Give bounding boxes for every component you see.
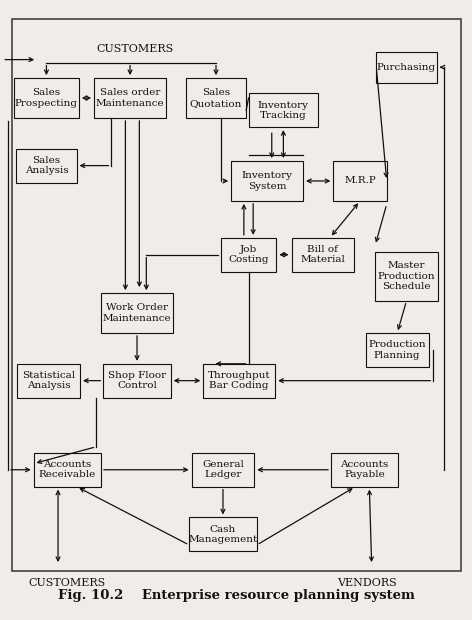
Bar	[231, 161, 303, 201]
Text: General
Ledger: General Ledger	[202, 460, 244, 479]
Bar	[101, 293, 173, 333]
Bar	[34, 453, 101, 487]
Text: Throughput
Bar Coding: Throughput Bar Coding	[208, 371, 270, 391]
Text: Inventory
Tracking: Inventory Tracking	[258, 100, 309, 120]
Bar	[376, 52, 437, 82]
Text: Job
Costing: Job Costing	[228, 245, 269, 264]
Text: CUSTOMERS: CUSTOMERS	[29, 578, 106, 588]
Bar	[220, 238, 277, 272]
Text: Purchasing: Purchasing	[377, 63, 436, 72]
Text: Sales
Prospecting: Sales Prospecting	[15, 88, 78, 108]
Bar	[16, 149, 76, 182]
Bar	[189, 517, 257, 551]
Bar	[333, 161, 387, 201]
Text: Sales
Quotation: Sales Quotation	[190, 88, 242, 108]
Text: Work Order
Maintenance: Work Order Maintenance	[103, 303, 171, 323]
Text: Statistical
Analysis: Statistical Analysis	[22, 371, 76, 391]
Bar	[94, 78, 166, 118]
Bar	[186, 78, 246, 118]
Text: Cash
Management: Cash Management	[188, 525, 258, 544]
Text: Master
Production
Schedule: Master Production Schedule	[378, 261, 435, 291]
Text: Shop Floor
Control: Shop Floor Control	[108, 371, 166, 391]
Text: Sales
Analysis: Sales Analysis	[25, 156, 68, 175]
Bar	[203, 364, 275, 397]
Text: Bill of
Material: Bill of Material	[301, 245, 346, 264]
Bar	[249, 94, 318, 127]
Text: Sales order
Maintenance: Sales order Maintenance	[96, 88, 164, 108]
Text: Inventory
System: Inventory System	[242, 171, 293, 191]
Bar	[192, 453, 254, 487]
Bar	[331, 453, 398, 487]
Bar	[14, 78, 79, 118]
Text: Accounts
Receivable: Accounts Receivable	[39, 460, 96, 479]
Bar	[17, 364, 80, 397]
Text: CUSTOMERS: CUSTOMERS	[96, 44, 173, 54]
Text: M.R.P: M.R.P	[344, 177, 376, 185]
Bar	[292, 238, 354, 272]
Bar	[366, 333, 429, 367]
Text: Fig. 10.2    Enterprise resource planning system: Fig. 10.2 Enterprise resource planning s…	[59, 589, 415, 602]
Bar	[103, 364, 171, 397]
Text: Accounts
Payable: Accounts Payable	[341, 460, 389, 479]
Text: Production
Planning: Production Planning	[368, 340, 426, 360]
Bar	[12, 19, 461, 571]
Bar	[375, 252, 438, 301]
Text: VENDORS: VENDORS	[337, 578, 397, 588]
